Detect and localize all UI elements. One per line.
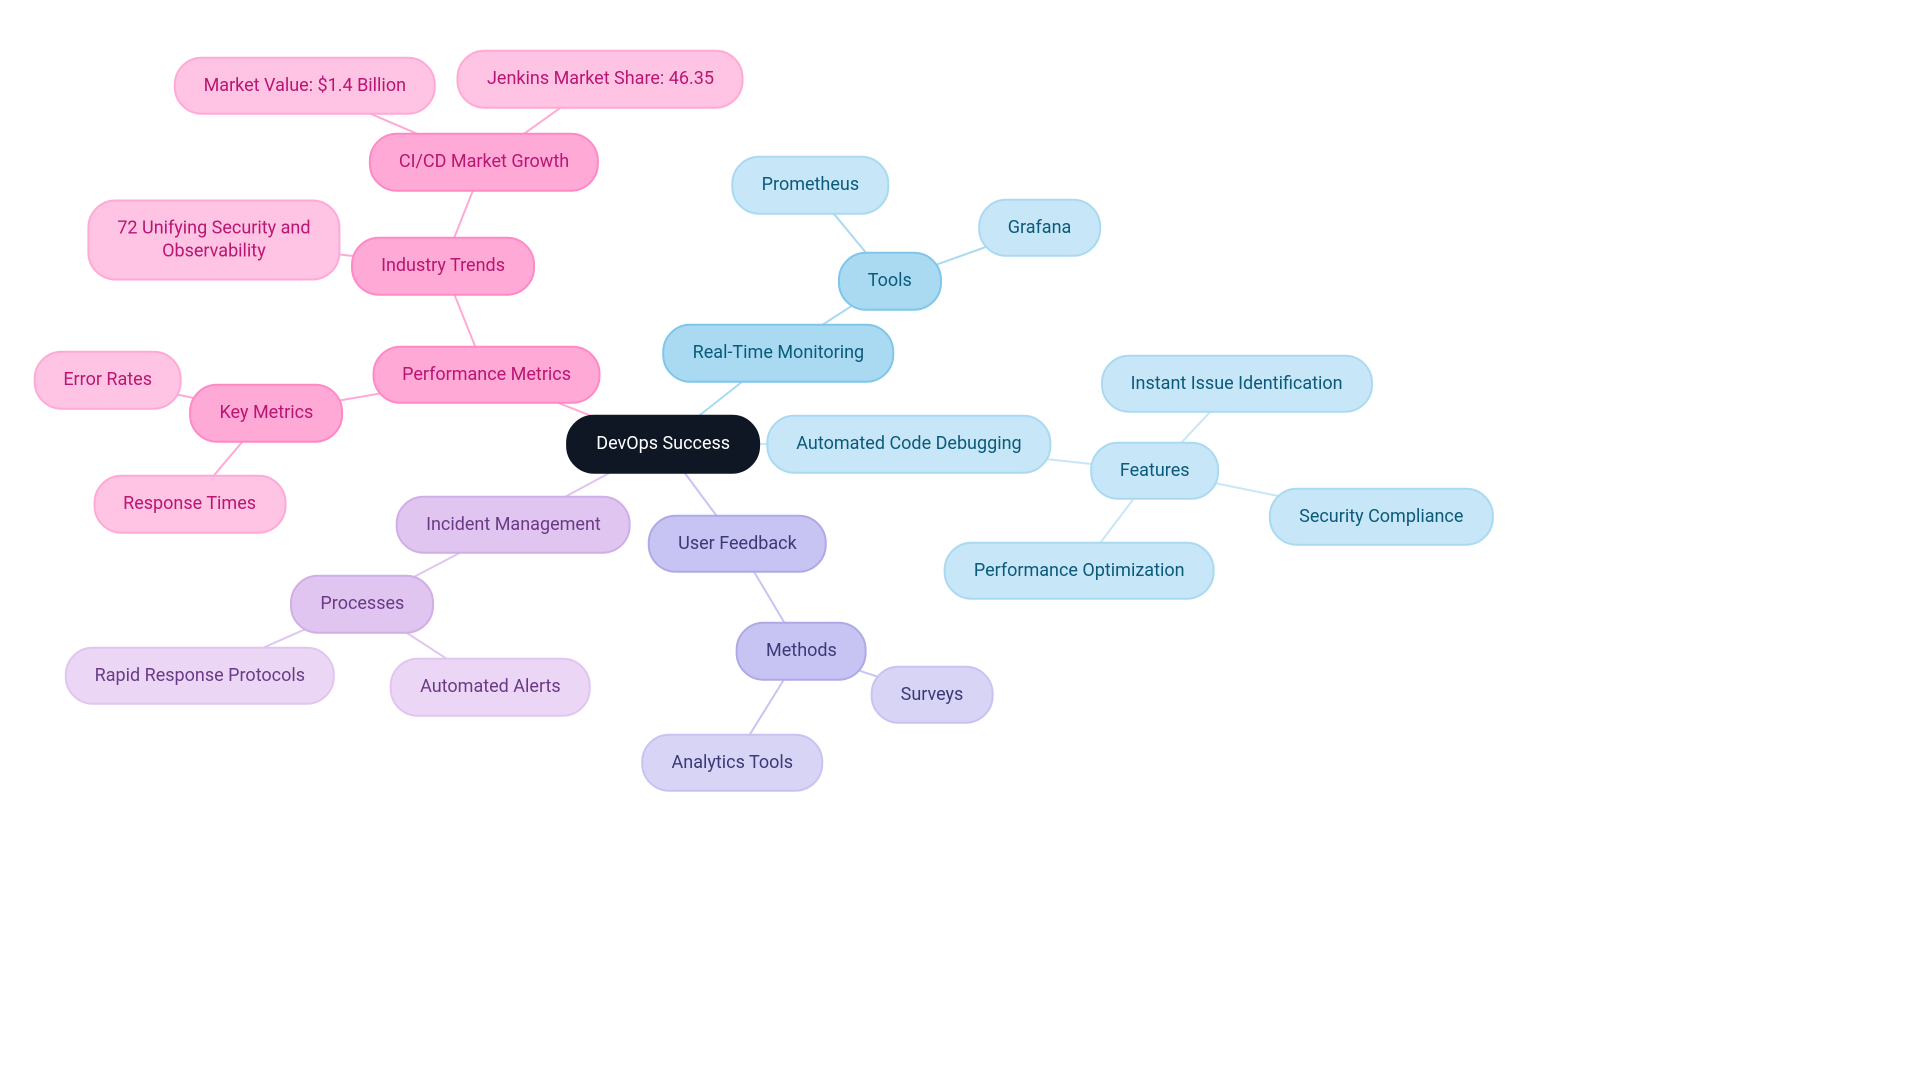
node-meth: Methods [736, 622, 867, 681]
node-root: DevOps Success [566, 415, 760, 474]
node-cicd: CI/CD Market Growth [369, 133, 599, 192]
node-surv: Surveys [871, 666, 994, 725]
node-graf: Grafana [978, 198, 1102, 257]
mindmap-canvas: DevOps Success Real-Time Monitoring Tools P… [0, 0, 1920, 1083]
node-proc: Processes [290, 575, 434, 634]
node-rrp: Rapid Response Protocols [65, 646, 335, 705]
edges-layer [0, 0, 1920, 1083]
node-km: Key Metrics [189, 384, 343, 443]
node-uf: User Feedback [648, 515, 827, 574]
node-prom: Prometheus [732, 156, 889, 215]
node-rt: Response Times [93, 475, 286, 534]
node-anal: Analytics Tools [642, 733, 824, 792]
node-im: Incident Management [396, 495, 631, 554]
node-er: Error Rates [33, 351, 182, 410]
node-pm: Performance Metrics [372, 346, 601, 405]
node-uso: 72 Unifying Security and Observability [87, 200, 340, 281]
node-sec: Security Compliance [1269, 488, 1493, 547]
node-jms: Jenkins Market Share: 46.35 [457, 50, 744, 109]
node-tools: Tools [838, 252, 942, 311]
node-iii: Instant Issue Identification [1101, 355, 1373, 414]
node-rtm: Real-Time Monitoring [663, 324, 895, 383]
node-it: Industry Trends [351, 237, 535, 296]
node-acd: Automated Code Debugging [766, 415, 1051, 474]
node-feat: Features [1090, 442, 1220, 501]
node-perf: Performance Optimization [944, 541, 1215, 600]
node-mv: Market Value: $1.4 Billion [174, 56, 436, 115]
node-aa: Automated Alerts [390, 658, 591, 717]
